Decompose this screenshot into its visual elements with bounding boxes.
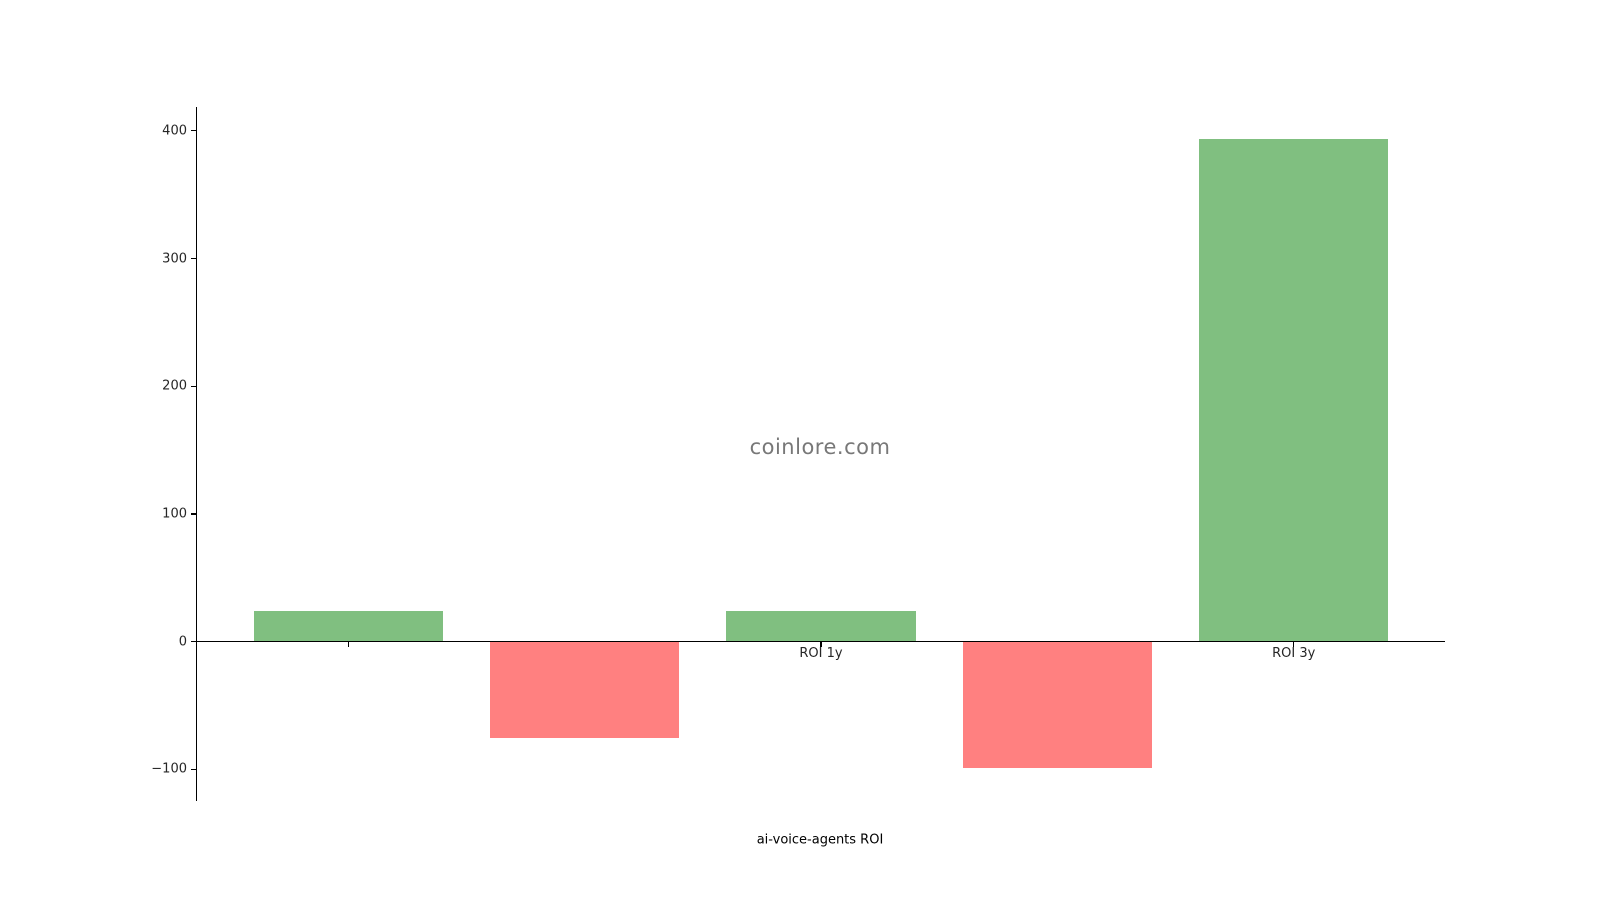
x-axis-title: ai-voice-agents ROI [756, 832, 884, 848]
y-tick-label-300: 300 [162, 251, 187, 267]
bar-3 [962, 641, 1152, 769]
y-tick-200 [190, 385, 196, 387]
x-tick-0 [347, 641, 349, 647]
y-tick-label--100: −100 [151, 761, 187, 777]
bar-2 [726, 611, 916, 642]
y-tick-300 [190, 257, 196, 260]
y-tick-400 [190, 130, 196, 132]
y-tick-0 [190, 641, 196, 643]
coinlore-watermark: coinlore.com [749, 435, 891, 459]
y-tick--100 [190, 768, 196, 771]
bar-0 [253, 611, 443, 642]
y-tick-label-0: 0 [178, 634, 187, 650]
y-tick-label-400: 400 [162, 123, 187, 139]
bar-4 [1199, 138, 1389, 642]
x-tick-4 [1293, 641, 1295, 647]
x-tick-label-2: ROI 1y [799, 645, 843, 661]
y-tick-label-100: 100 [162, 506, 187, 522]
y-axis-line [195, 107, 197, 801]
x-tick-label-4: ROI 3y [1272, 645, 1316, 661]
y-tick-100 [190, 513, 196, 515]
bar-1 [490, 641, 680, 738]
y-tick-label-200: 200 [162, 378, 187, 394]
x-tick-2 [820, 641, 822, 647]
